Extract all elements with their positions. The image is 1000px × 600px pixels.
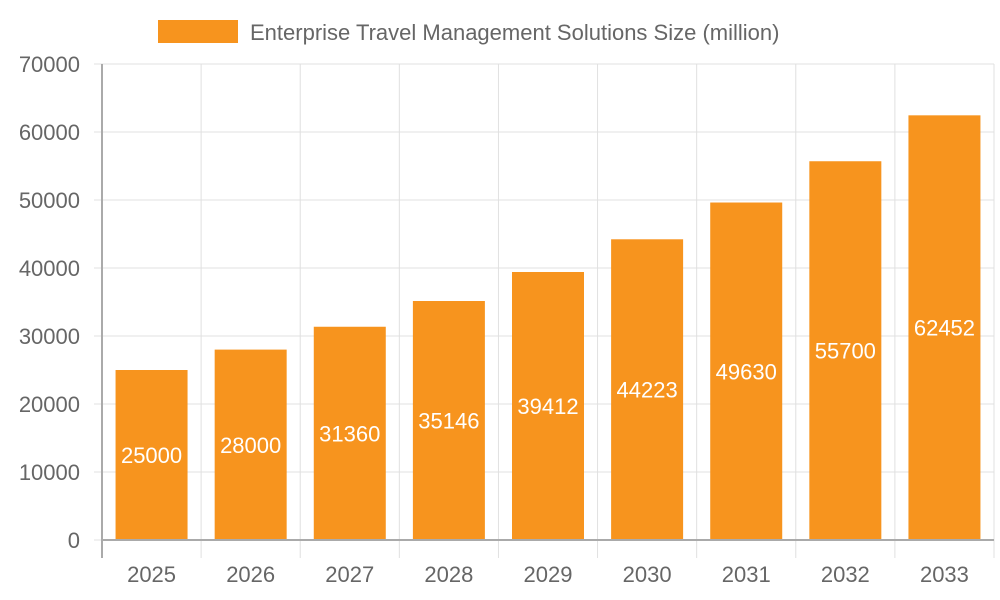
- bar-2028[interactable]: [412, 301, 485, 540]
- bar-value-label: 35146: [418, 409, 479, 434]
- x-axis-ticks: 2025 2026 2027 2028 2029 2030 2031 2032 2033: [127, 562, 969, 587]
- x-tick-label: 2025: [127, 562, 176, 587]
- bar-value-label: 44223: [617, 378, 678, 403]
- y-tick-label: 10000: [19, 460, 80, 485]
- y-tick-label: 0: [68, 528, 80, 553]
- bar-value-label: 49630: [716, 359, 777, 384]
- y-tick-label: 70000: [19, 52, 80, 77]
- x-tick-label: 2032: [821, 562, 870, 587]
- bars: 25000 28000 31360 35146 39412 44223 49630 55700…: [115, 115, 981, 541]
- x-tick-label: 2033: [920, 562, 969, 587]
- bar-2026[interactable]: [214, 349, 287, 540]
- x-tick-label: 2029: [524, 562, 573, 587]
- bar-value-label: 25000: [121, 443, 182, 468]
- bar-2032[interactable]: [809, 161, 882, 541]
- x-tick-label: 2031: [722, 562, 771, 587]
- gridlines: [102, 63, 995, 558]
- x-tick-label: 2027: [325, 562, 374, 587]
- bar-value-label: 62452: [914, 316, 975, 341]
- bar-2025[interactable]: [115, 370, 188, 540]
- y-tick-label: 30000: [19, 324, 80, 349]
- y-tick-label: 50000: [19, 188, 80, 213]
- bar-value-label: 28000: [220, 433, 281, 458]
- x-tick-label: 2028: [424, 562, 473, 587]
- bar-value-label: 39412: [517, 394, 578, 419]
- x-tick-label: 2030: [623, 562, 672, 587]
- bar-2031[interactable]: [710, 202, 783, 541]
- bar-2033[interactable]: [908, 115, 981, 540]
- bar-value-label: 55700: [815, 339, 876, 364]
- x-tick-label: 2026: [226, 562, 275, 587]
- bar-2029[interactable]: [512, 271, 584, 540]
- legend-swatch: [158, 20, 238, 43]
- bar-2027[interactable]: [313, 326, 386, 540]
- legend-label: Enterprise Travel Management Solutions S…: [250, 20, 779, 45]
- bar-value-label: 31360: [319, 421, 380, 446]
- legend[interactable]: Enterprise Travel Management Solutions S…: [158, 20, 779, 45]
- bar-2030[interactable]: [611, 239, 684, 540]
- y-tick-label: 20000: [19, 392, 80, 417]
- y-tick-label: 60000: [19, 120, 80, 145]
- y-axis-ticks: 0 10000 20000 30000 40000 50000 60000 70000: [19, 52, 102, 553]
- y-tick-label: 40000: [19, 256, 80, 281]
